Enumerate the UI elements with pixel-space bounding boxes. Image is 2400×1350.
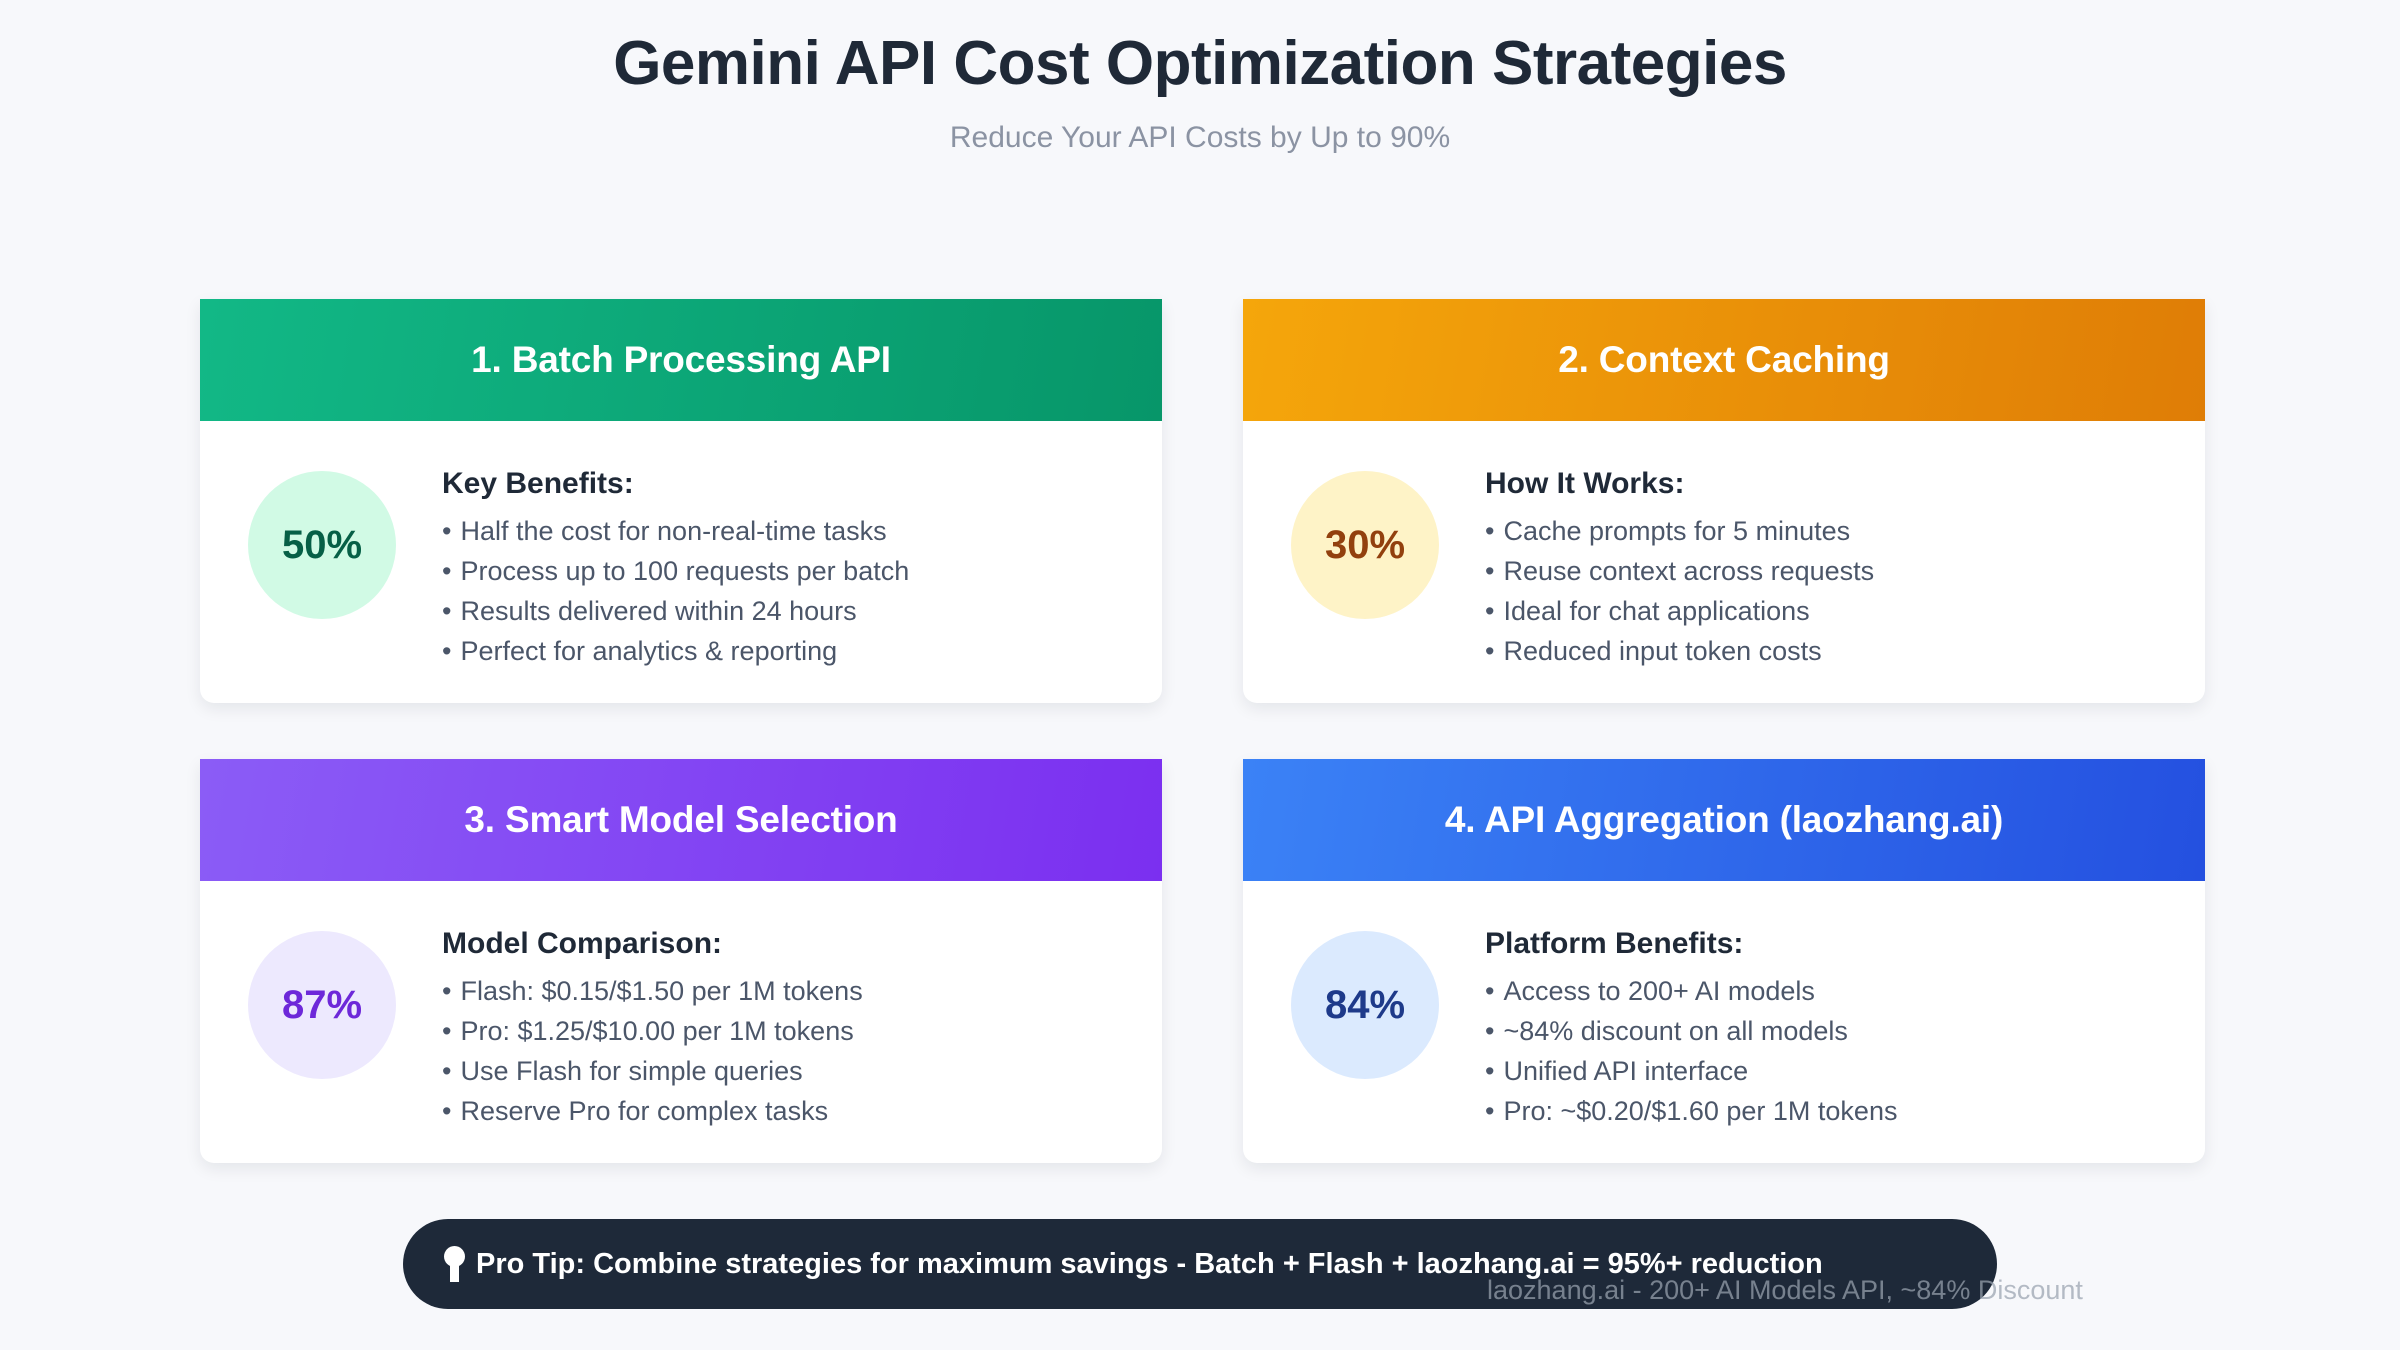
bullet-dot-icon: • [442, 1096, 452, 1126]
bullet-dot-icon: • [1485, 596, 1495, 626]
page-header: Gemini API Cost Optimization Strategies … [0, 0, 2400, 155]
list-item-label: Results delivered within 24 hours [460, 596, 857, 626]
list-item: • Pro: ~$0.20/$1.60 per 1M tokens [1485, 1091, 1897, 1131]
list-item-label: Use Flash for simple queries [460, 1056, 803, 1086]
bullet-dot-icon: • [1485, 1016, 1495, 1046]
page-title: Gemini API Cost Optimization Strategies [613, 29, 1787, 98]
bullet-dot-icon: • [1485, 516, 1495, 546]
card-body: 50% Key Benefits: • Half the cost for non… [200, 421, 1162, 703]
list-item-label: Ideal for chat applications [1503, 596, 1810, 626]
benefit-list: • Cache prompts for 5 minutes • Reuse cont… [1485, 511, 1874, 671]
content-heading: How It Works: [1485, 467, 1685, 500]
card-header-title: 4. API Aggregation (laozhang.ai) [1243, 759, 2205, 881]
savings-badge: 87% [248, 931, 396, 1079]
list-item: • Half the cost for non-real-time tasks [442, 511, 909, 551]
benefit-list: • Access to 200+ AI models • ~84% discount… [1485, 971, 1897, 1131]
pro-tip-banner: Pro Tip: Combine strategies for maximum … [403, 1219, 1997, 1309]
savings-badge: 50% [248, 471, 396, 619]
list-item: • Process up to 100 requests per batch [442, 551, 909, 591]
bullet-dot-icon: • [442, 556, 452, 586]
strategy-card-grid: 1. Batch Processing API 50% Key Benefits… [200, 299, 2205, 1163]
bullet-dot-icon: • [1485, 1056, 1495, 1086]
list-item: • ~84% discount on all models [1485, 1011, 1897, 1051]
strategy-card-api-aggregation: 4. API Aggregation (laozhang.ai) 84% Pla… [1243, 759, 2205, 1163]
pro-tip-text: Pro Tip: Combine strategies for maximum … [476, 1247, 1823, 1280]
bullet-dot-icon: • [442, 596, 452, 626]
list-item-label: Cache prompts for 5 minutes [1503, 516, 1851, 546]
page-subtitle: Reduce Your API Costs by Up to 90% [949, 121, 1451, 155]
savings-badge: 84% [1291, 931, 1439, 1079]
list-item-label: Flash: $0.15/$1.50 per 1M tokens [460, 976, 863, 1006]
card-content: How It Works: • Cache prompts for 5 minut… [1485, 465, 1874, 671]
list-item-label: ~84% discount on all models [1503, 1016, 1848, 1046]
content-heading: Key Benefits: [442, 467, 634, 500]
card-header-title: 1. Batch Processing API [200, 299, 1162, 421]
list-item: • Results delivered within 24 hours [442, 591, 909, 631]
list-item-label: Reuse context across requests [1503, 556, 1875, 586]
list-item: • Pro: $1.25/$10.00 per 1M tokens [442, 1011, 863, 1051]
bullet-dot-icon: • [1485, 976, 1495, 1006]
bullet-dot-icon: • [1485, 556, 1495, 586]
bullet-dot-icon: • [442, 636, 452, 666]
benefit-list: • Half the cost for non-real-time tasks •… [442, 511, 909, 671]
content-heading: Model Comparison: [442, 927, 723, 960]
list-item-label: Pro: $1.25/$10.00 per 1M tokens [460, 1016, 854, 1046]
list-item: • Flash: $0.15/$1.50 per 1M tokens [442, 971, 863, 1011]
list-item: • Use Flash for simple queries [442, 1051, 863, 1091]
list-item: • Reserve Pro for complex tasks [442, 1091, 863, 1131]
card-content: Model Comparison: • Flash: $0.15/$1.50 pe… [442, 925, 863, 1131]
bullet-dot-icon: • [1485, 1096, 1495, 1126]
list-item-label: Reserve Pro for complex tasks [460, 1096, 829, 1126]
list-item-label: Half the cost for non-real-time tasks [460, 516, 887, 546]
list-item: • Reduced input token costs [1485, 631, 1874, 671]
list-item-label: Perfect for analytics & reporting [460, 636, 838, 666]
list-item: • Cache prompts for 5 minutes [1485, 511, 1874, 551]
savings-badge: 30% [1291, 471, 1439, 619]
card-header-title: 3. Smart Model Selection [200, 759, 1162, 881]
strategy-card-context-caching: 2. Context Caching 30% How It Works: • Ca… [1243, 299, 2205, 703]
card-content: Platform Benefits: • Access to 200+ AI mo… [1485, 925, 1897, 1131]
card-body: 30% How It Works: • Cache prompts for 5 m… [1243, 421, 2205, 703]
bullet-dot-icon: • [442, 1056, 452, 1086]
list-item: • Ideal for chat applications [1485, 591, 1874, 631]
list-item-label: Process up to 100 requests per batch [460, 556, 910, 586]
card-body: 87% Model Comparison: • Flash: $0.15/$1.5… [200, 881, 1162, 1163]
list-item-label: Pro: ~$0.20/$1.60 per 1M tokens [1503, 1096, 1898, 1126]
list-item-label: Unified API interface [1503, 1056, 1749, 1086]
bullet-dot-icon: • [442, 976, 452, 1006]
list-item-label: Reduced input token costs [1503, 636, 1822, 666]
card-header-title: 2. Context Caching [1243, 299, 2205, 421]
strategy-card-smart-model-selection: 3. Smart Model Selection 87% Model Compa… [200, 759, 1162, 1163]
lightbulb-icon [443, 1246, 466, 1282]
list-item: • Unified API interface [1485, 1051, 1897, 1091]
list-item: • Reuse context across requests [1485, 551, 1874, 591]
strategy-card-batch-processing: 1. Batch Processing API 50% Key Benefits… [200, 299, 1162, 703]
card-content: Key Benefits: • Half the cost for non-rea… [442, 465, 909, 671]
content-heading: Platform Benefits: [1485, 927, 1744, 960]
benefit-list: • Flash: $0.15/$1.50 per 1M tokens • Pro: … [442, 971, 863, 1131]
bullet-dot-icon: • [442, 516, 452, 546]
list-item: • Access to 200+ AI models [1485, 971, 1897, 1011]
bullet-dot-icon: • [1485, 636, 1495, 666]
card-body: 84% Platform Benefits: • Access to 200+ A… [1243, 881, 2205, 1163]
bullet-dot-icon: • [442, 1016, 452, 1046]
list-item: • Perfect for analytics & reporting [442, 631, 909, 671]
list-item-label: Access to 200+ AI models [1503, 976, 1815, 1006]
